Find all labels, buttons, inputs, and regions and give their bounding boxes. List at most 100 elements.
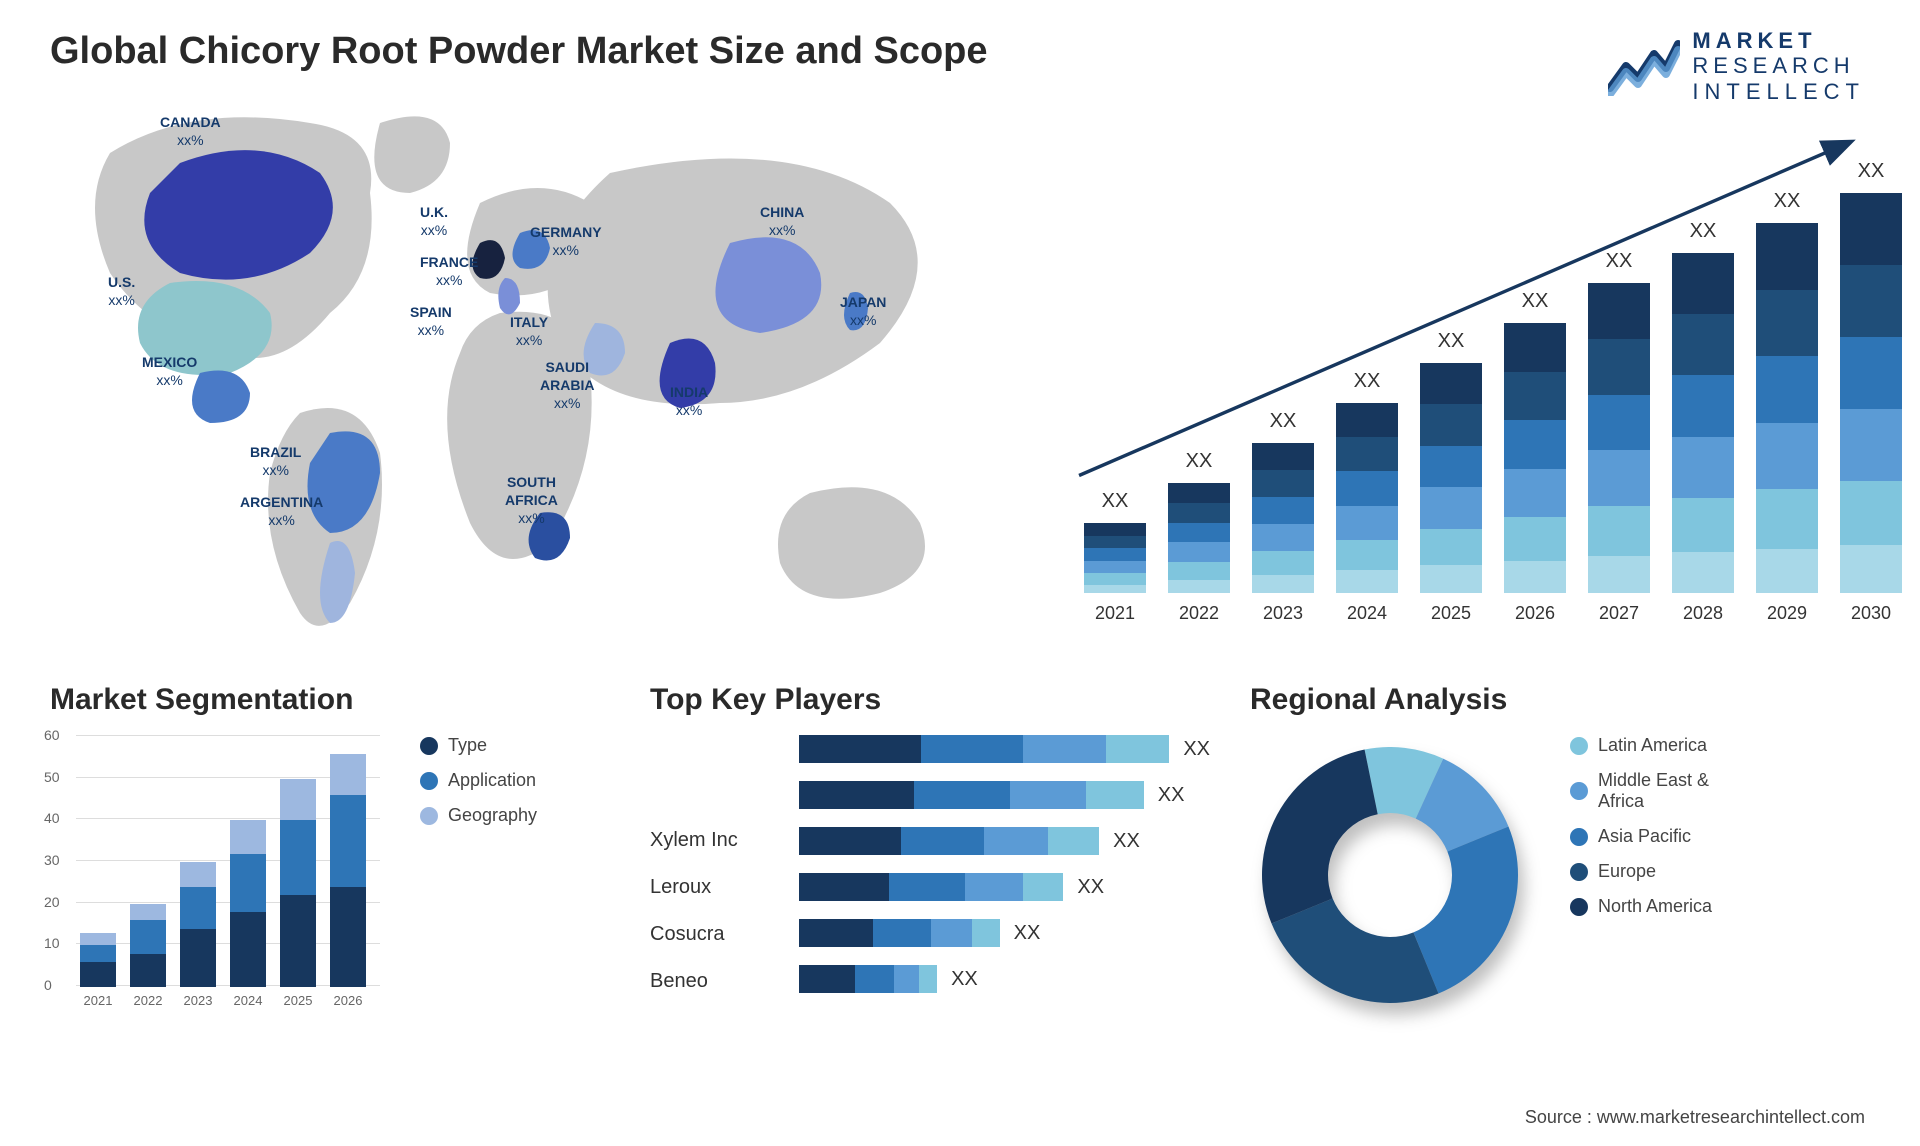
segmentation-chart: 0102030405060202120222023202420252026 [50,735,380,1015]
forecast-xlabel: 2024 [1336,603,1398,624]
map-label-u-k-: U.K.xx% [420,203,448,239]
forecast-value-label: XX [1840,160,1902,183]
seg-ytick: 20 [44,894,60,910]
player-name: Leroux [650,876,775,899]
donut-slice [1262,750,1378,924]
forecast-bar-2029: 2029XX [1756,223,1818,593]
seg-xlabel: 2024 [230,993,266,1008]
forecast-xlabel: 2021 [1084,603,1146,624]
player-name: Xylem Inc [650,829,775,852]
regional-panel: Regional Analysis Latin AmericaMiddle Ea… [1250,683,1870,1015]
segmentation-panel: Market Segmentation 01020304050602021202… [50,683,610,1015]
player-bar-row: XX [799,827,1210,855]
forecast-xlabel: 2030 [1840,603,1902,624]
seg-ytick: 40 [44,810,60,826]
seg-xlabel: 2023 [180,993,216,1008]
forecast-value-label: XX [1504,290,1566,313]
map-label-u-s-: U.S.xx% [108,273,135,309]
seg-ytick: 60 [44,727,60,743]
forecast-value-label: XX [1420,330,1482,353]
seg-bar-2022: 2022 [130,904,166,987]
player-bar-row: XX [799,965,1210,993]
players-labels: Xylem IncLerouxCosucraBeneo [650,735,775,993]
player-value: XX [1014,922,1041,945]
source-text: Source : www.marketresearchintellect.com [1525,1107,1865,1128]
forecast-xlabel: 2027 [1588,603,1650,624]
regional-legend-item: Asia Pacific [1570,826,1712,847]
forecast-value-label: XX [1084,490,1146,513]
seg-xlabel: 2021 [80,993,116,1008]
player-value: XX [1077,876,1104,899]
world-map-panel: CANADAxx%U.S.xx%MEXICOxx%BRAZILxx%ARGENT… [50,93,1010,653]
forecast-bar-2022: 2022XX [1168,483,1230,593]
donut-slice [1272,898,1439,1003]
forecast-bar-2023: 2023XX [1252,443,1314,593]
player-value: XX [1113,830,1140,853]
seg-xlabel: 2026 [330,993,366,1008]
player-value: XX [1183,738,1210,761]
map-label-brazil: BRAZILxx% [250,443,301,479]
map-label-italy: ITALYxx% [510,313,548,349]
map-label-spain: SPAINxx% [410,303,452,339]
seg-bar-2023: 2023 [180,862,216,987]
seg-bar-2026: 2026 [330,754,366,987]
regional-donut [1250,735,1530,1015]
regional-legend-item: North America [1570,896,1712,917]
map-label-japan: JAPANxx% [840,293,886,329]
forecast-bar-2027: 2027XX [1588,283,1650,593]
seg-ytick: 30 [44,852,60,868]
forecast-value-label: XX [1252,410,1314,433]
player-bar-row: XX [799,781,1210,809]
forecast-chart: 2021XX2022XX2023XX2024XX2025XX2026XX2027… [1050,93,1870,653]
seg-legend-item: Type [420,735,537,756]
player-bar-row: XX [799,919,1210,947]
regional-legend-item: Latin America [1570,735,1712,756]
regional-title: Regional Analysis [1250,683,1870,717]
forecast-xlabel: 2023 [1252,603,1314,624]
forecast-xlabel: 2028 [1672,603,1734,624]
map-label-germany: GERMANYxx% [530,223,602,259]
logo-line1: MARKET [1692,28,1865,53]
donut-slice [1413,827,1518,994]
players-panel: Top Key Players Xylem IncLerouxCosucraBe… [650,683,1210,1015]
map-label-mexico: MEXICOxx% [142,353,197,389]
map-mexico [192,371,250,424]
forecast-value-label: XX [1588,250,1650,273]
forecast-bar-2028: 2028XX [1672,253,1734,593]
map-label-argentina: ARGENTINAxx% [240,493,323,529]
forecast-value-label: XX [1672,220,1734,243]
brand-logo-mark [1608,36,1680,96]
segmentation-legend: Type Application Geography [420,735,537,826]
forecast-xlabel: 2029 [1756,603,1818,624]
seg-xlabel: 2022 [130,993,166,1008]
forecast-bar-2021: 2021XX [1084,523,1146,593]
forecast-bar-2024: 2024XX [1336,403,1398,593]
forecast-xlabel: 2022 [1168,603,1230,624]
player-bar-row: XX [799,735,1210,763]
map-label-france: FRANCExx% [420,253,478,289]
forecast-bar-2030: 2030XX [1840,193,1902,593]
seg-bar-2025: 2025 [280,779,316,987]
map-label-saudi-arabia: SAUDIARABIAxx% [540,358,594,413]
seg-legend-item: Application [420,770,537,791]
seg-ytick: 0 [44,977,52,993]
forecast-value-label: XX [1168,450,1230,473]
forecast-xlabel: 2026 [1504,603,1566,624]
map-label-china: CHINAxx% [760,203,804,239]
regional-legend: Latin AmericaMiddle East &AfricaAsia Pac… [1570,735,1712,917]
map-label-india: INDIAxx% [670,383,708,419]
players-title: Top Key Players [650,683,1210,717]
players-chart: XX XX XX XX XX XX [799,735,1210,993]
regional-legend-item: Europe [1570,861,1712,882]
seg-bar-2021: 2021 [80,933,116,987]
seg-legend-item: Geography [420,805,537,826]
forecast-value-label: XX [1336,370,1398,393]
forecast-xlabel: 2025 [1420,603,1482,624]
logo-line2: RESEARCH [1692,53,1865,78]
player-value: XX [1158,784,1185,807]
player-name: Cosucra [650,923,775,946]
seg-bar-2024: 2024 [230,820,266,987]
forecast-value-label: XX [1756,190,1818,213]
page-title: Global Chicory Root Powder Market Size a… [50,30,1870,73]
seg-ytick: 10 [44,935,60,951]
